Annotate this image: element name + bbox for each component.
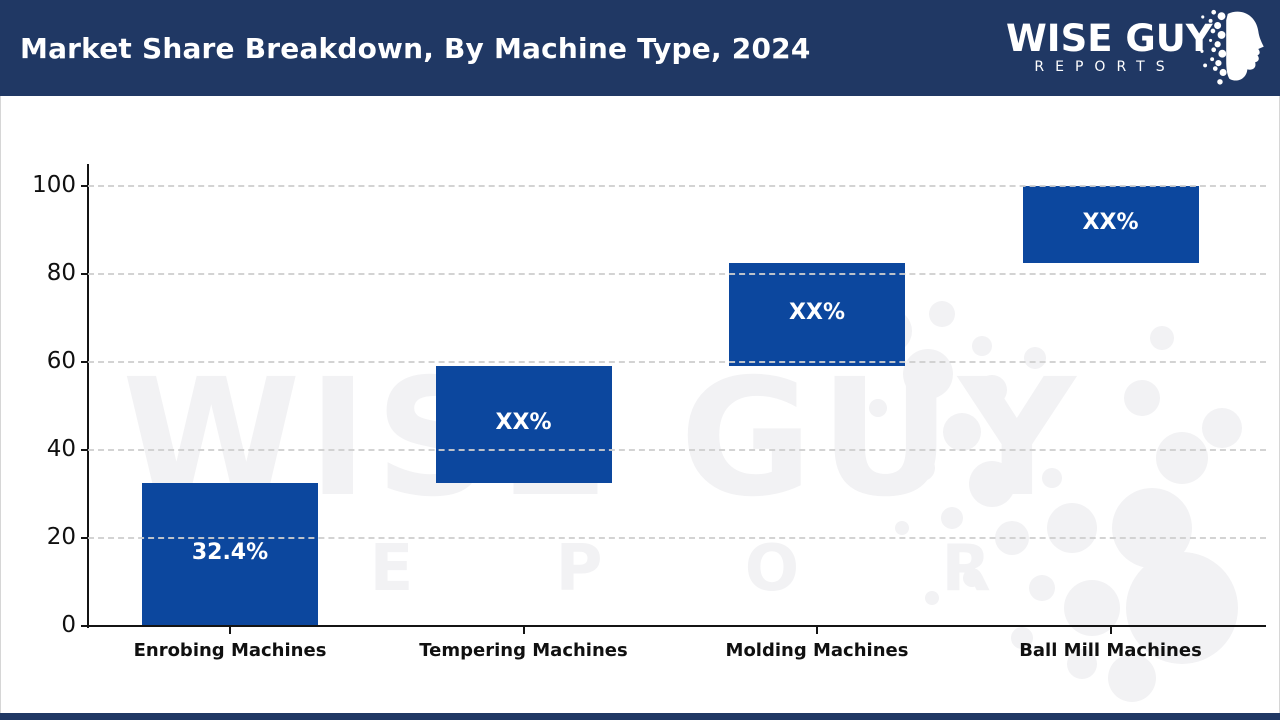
logo-wordmark: WISE GUY <box>1006 17 1213 60</box>
header-bar: Market Share Breakdown, By Machine Type,… <box>0 0 1280 96</box>
y-tick-mark <box>81 625 88 627</box>
gridline <box>88 185 1266 187</box>
gridline <box>88 273 1266 275</box>
chart-region: WISE GUY R E P O R T S 32.4%Enrobing Mac… <box>0 96 1280 720</box>
y-axis-tick-label: 20 <box>46 524 76 550</box>
bar-value-label: XX% <box>789 299 845 325</box>
x-axis-label: Tempering Machines <box>419 640 628 661</box>
y-tick-mark <box>81 185 88 187</box>
y-tick-mark <box>81 537 88 539</box>
y-axis-tick-label: 100 <box>32 172 76 198</box>
bar-value-label: XX% <box>1082 209 1139 235</box>
footer-accent-bar <box>0 713 1280 720</box>
y-axis-tick-label: 80 <box>46 260 76 286</box>
watermark-dots-face <box>868 301 1242 702</box>
x-tick-mark <box>229 627 231 634</box>
y-axis-tick-label: 40 <box>46 436 76 462</box>
bar-value-label: XX% <box>495 409 552 435</box>
bar-tempering-machines <box>435 366 612 484</box>
bar-ball-mill-machines <box>1022 186 1199 263</box>
x-tick-mark <box>1109 627 1112 634</box>
y-axis-line <box>87 164 89 628</box>
y-tick-mark <box>81 273 88 275</box>
x-axis-line <box>87 625 1266 627</box>
gridline <box>88 361 1266 363</box>
page-title: Market Share Breakdown, By Machine Type,… <box>20 31 811 65</box>
x-tick-mark <box>816 627 818 634</box>
bar-enrobing-machines <box>142 483 318 626</box>
y-tick-mark <box>81 449 88 451</box>
logo: WISE GUY REPORTS <box>1006 6 1266 92</box>
logo-subtext: REPORTS <box>1034 59 1176 75</box>
y-axis-tick-label: 0 <box>61 612 76 638</box>
y-tick-mark <box>81 361 88 363</box>
gridline <box>88 537 1266 539</box>
y-axis-tick-label: 60 <box>46 348 76 374</box>
face-profile-icon <box>1200 9 1264 85</box>
bar-value-label: 32.4% <box>191 539 269 565</box>
x-tick-mark <box>522 627 525 634</box>
x-axis-label: Ball Mill Machines <box>1019 640 1202 661</box>
gridline <box>88 449 1266 451</box>
bar-molding-machines <box>729 263 905 367</box>
x-axis-label: Enrobing Machines <box>133 640 327 661</box>
logo-text: WISE GUY REPORTS <box>1006 17 1213 75</box>
x-axis-label: Molding Machines <box>725 640 909 661</box>
